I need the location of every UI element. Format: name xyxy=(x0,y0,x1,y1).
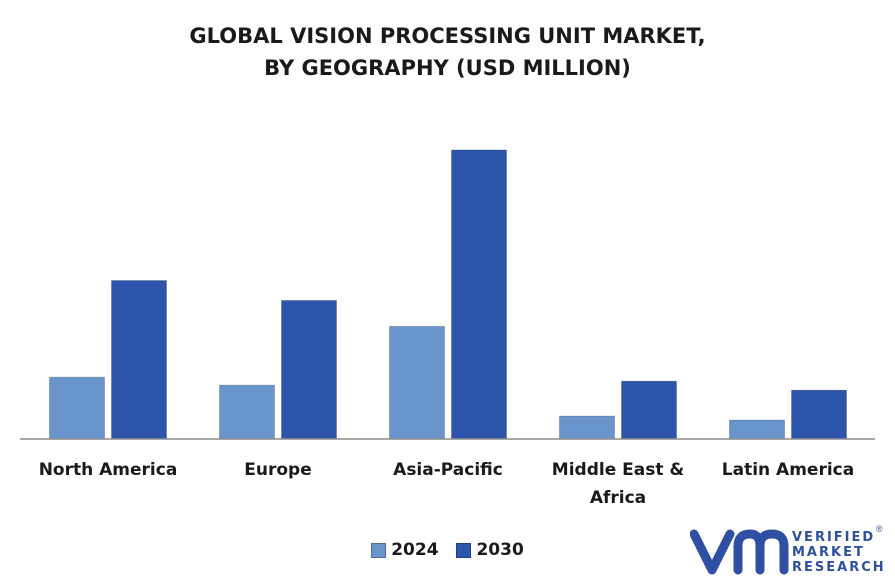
logo-line-2: MARKET xyxy=(792,545,865,560)
category-label-europe: Europe xyxy=(244,460,311,480)
logo-line-1: VERIFIED xyxy=(792,530,876,545)
legend-swatch-2030 xyxy=(456,542,472,558)
chart-title-line-2: BY GEOGRAPHY (USD MILLION) xyxy=(264,56,631,80)
legend-swatch-2024 xyxy=(371,542,387,558)
bar-2030-europe xyxy=(281,299,337,440)
legend-label-2024: 2024 xyxy=(391,540,439,560)
bar-2030-north-america xyxy=(111,280,167,440)
category-label-asia-pacific: Asia-Pacific xyxy=(393,460,503,480)
category-label-latin-america: Latin America xyxy=(722,460,854,480)
chart-title: GLOBAL VISION PROCESSING UNIT MARKET, BY… xyxy=(0,20,895,84)
registered-mark: ® xyxy=(876,524,883,534)
bar-2024-europe xyxy=(219,384,275,440)
bar-2030-middle-east-africa xyxy=(621,380,677,440)
bar-2030-asia-pacific xyxy=(451,149,507,440)
legend: 2024 2030 xyxy=(0,540,895,563)
category-label-middle-east-africa: Middle East & Africa xyxy=(552,460,685,508)
bar-2024-latin-america xyxy=(729,419,785,440)
chart-title-line-1: GLOBAL VISION PROCESSING UNIT MARKET, xyxy=(189,24,706,48)
legend-item-2024: 2024 xyxy=(371,540,439,560)
logo-line-3: RESEARCH xyxy=(792,560,886,575)
category-label-north-america: North America xyxy=(39,460,178,480)
bar-2024-middle-east-africa xyxy=(559,415,615,440)
logo-wordmark: VERIFIED MARKET RESEARCH xyxy=(792,530,886,575)
vmr-logo-icon xyxy=(689,529,789,575)
legend-label-2030: 2030 xyxy=(476,540,524,560)
bar-2024-asia-pacific xyxy=(389,325,445,440)
legend-item-2030: 2030 xyxy=(456,540,524,560)
brand-logo: VERIFIED MARKET RESEARCH ® xyxy=(689,524,890,580)
bar-2024-north-america xyxy=(49,376,105,440)
bar-2030-latin-america xyxy=(791,389,847,440)
